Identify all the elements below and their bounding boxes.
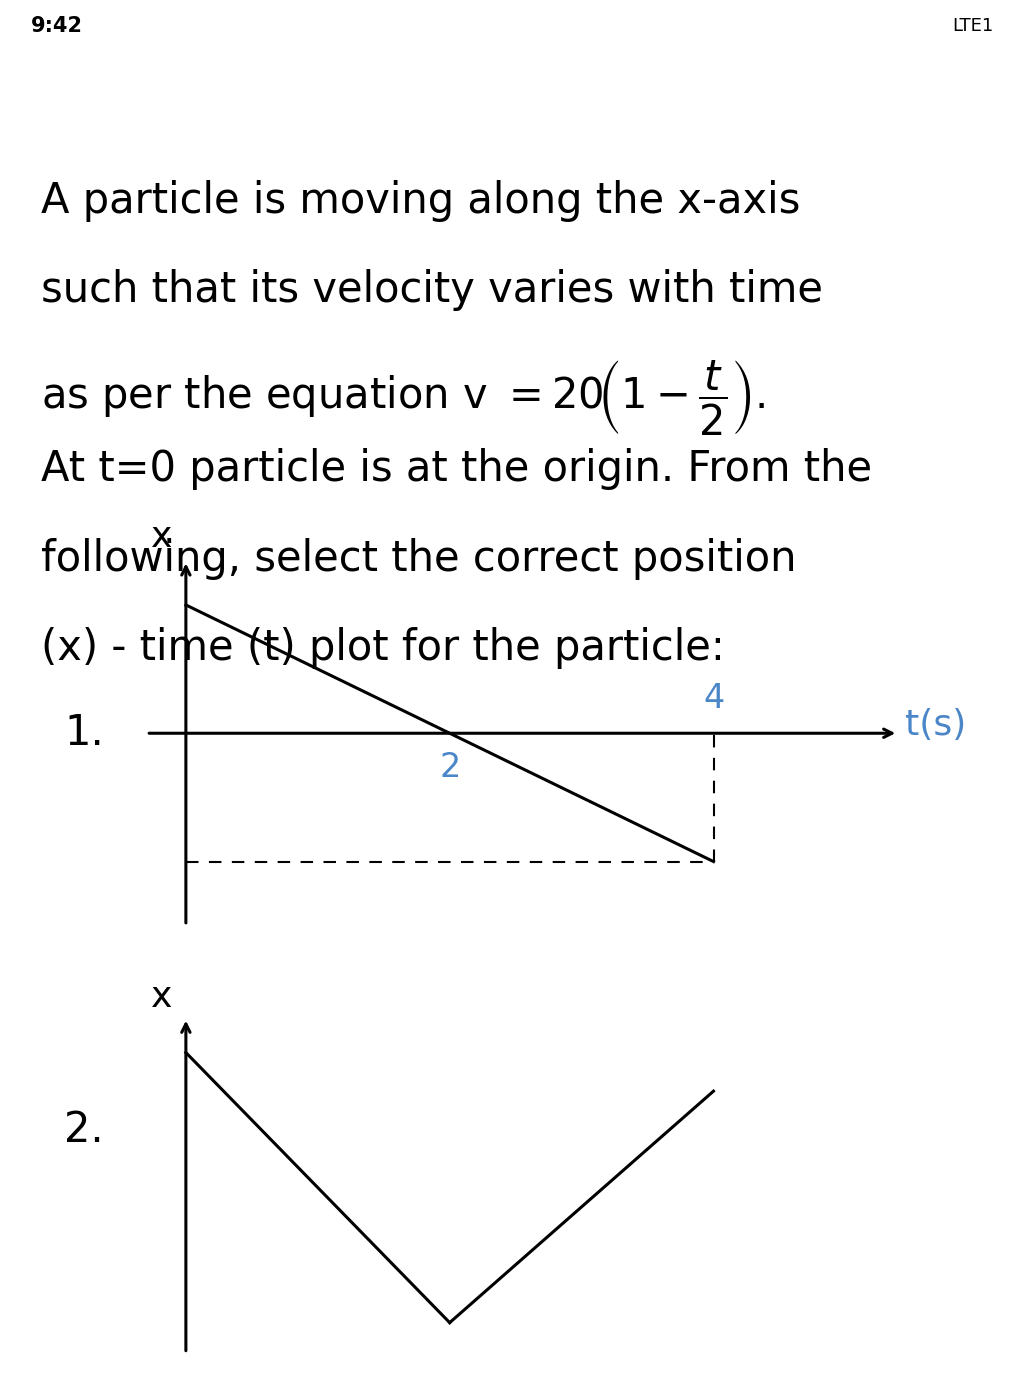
Text: such that its velocity varies with time: such that its velocity varies with time bbox=[41, 269, 823, 311]
Text: 4: 4 bbox=[702, 682, 724, 715]
Text: 1.: 1. bbox=[65, 713, 104, 754]
Text: x: x bbox=[152, 981, 173, 1014]
Text: 2.: 2. bbox=[65, 1108, 104, 1150]
Text: t(s): t(s) bbox=[905, 708, 966, 742]
Text: 2: 2 bbox=[439, 751, 461, 783]
Text: x: x bbox=[152, 519, 173, 554]
Text: 9:42: 9:42 bbox=[31, 17, 83, 36]
Text: At t=0 particle is at the origin. From the: At t=0 particle is at the origin. From t… bbox=[41, 449, 872, 490]
Text: LTE1: LTE1 bbox=[952, 18, 993, 35]
Text: as per the equation v $= 20\!\left(1 - \dfrac{t}{2}\right).$: as per the equation v $= 20\!\left(1 - \… bbox=[41, 358, 765, 438]
Text: A particle is moving along the x-axis: A particle is moving along the x-axis bbox=[41, 179, 801, 222]
Text: (x) - time (t) plot for the particle:: (x) - time (t) plot for the particle: bbox=[41, 628, 725, 669]
Text: following, select the correct position: following, select the correct position bbox=[41, 538, 797, 579]
